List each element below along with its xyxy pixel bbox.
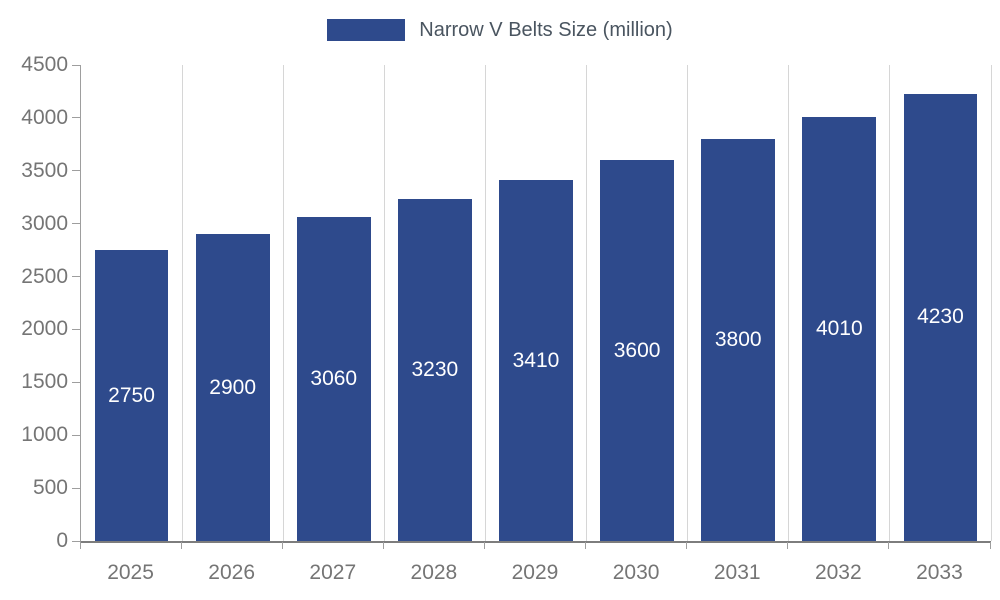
x-axis-label-2030: 2030 — [612, 561, 660, 584]
bar-2029[interactable]: 3410 — [499, 180, 573, 541]
y-axis-tick — [72, 117, 80, 119]
y-axis-tick — [72, 487, 80, 489]
x-axis-label-2028: 2028 — [410, 561, 458, 584]
x-axis-tick — [585, 542, 587, 549]
x-axis-tick — [483, 542, 485, 549]
gridline — [889, 65, 891, 541]
gridline — [586, 65, 588, 541]
x-axis-tick — [787, 542, 789, 549]
bar-value-label: 3800 — [714, 328, 762, 352]
y-axis-tick — [72, 64, 80, 66]
y-axis-tick-label: 3000 — [21, 211, 68, 235]
y-axis-tick — [72, 381, 80, 383]
bar-value-label: 4230 — [917, 305, 964, 329]
y-axis-tick — [72, 328, 80, 330]
gridline — [181, 65, 183, 541]
gridline — [484, 65, 486, 541]
bar-value-label: 2750 — [108, 383, 155, 407]
x-axis-tick — [79, 542, 81, 549]
x-axis-label-2025: 2025 — [107, 561, 154, 584]
y-axis-tick-label: 1000 — [21, 423, 68, 447]
bar-value-label: 3410 — [512, 348, 560, 372]
y-axis-tick-label: 500 — [32, 476, 68, 500]
y-axis-tick-label: 2500 — [21, 264, 68, 288]
y-axis-tick-label: 4000 — [21, 105, 68, 129]
plot-area: 2750 2900 3060 3230 3410 3600 3800 4010 4230 — [80, 65, 992, 543]
x-axis-tick — [888, 542, 890, 549]
y-axis-tick — [72, 170, 80, 172]
bar-value-label: 3060 — [310, 367, 358, 391]
x-axis-tick — [989, 542, 991, 549]
legend-label: Narrow V Belts Size (million) — [419, 18, 673, 41]
bar-2030[interactable]: 3600 — [600, 160, 674, 541]
gridline — [383, 65, 385, 541]
legend[interactable]: Narrow V Belts Size (million) — [0, 14, 1000, 46]
bar-2031[interactable]: 3800 — [701, 139, 776, 541]
x-axis-label-2026: 2026 — [208, 561, 256, 584]
gridline — [788, 65, 790, 541]
x-axis-tick — [180, 542, 182, 549]
x-axis-label-2033: 2033 — [916, 561, 963, 584]
y-axis-tick — [72, 434, 80, 436]
x-axis-label-2029: 2029 — [511, 561, 559, 584]
bar-2033[interactable]: 4230 — [903, 93, 978, 541]
bar-2028[interactable]: 3230 — [397, 199, 472, 541]
bar-value-label: 3600 — [613, 338, 661, 362]
bar-value-label: 4010 — [815, 316, 863, 340]
bar-2032[interactable]: 4010 — [802, 116, 877, 541]
x-axis-tick — [686, 542, 688, 549]
gridline — [282, 65, 284, 541]
y-axis-tick-label: 0 — [56, 529, 68, 552]
legend-swatch-icon — [327, 19, 406, 41]
x-axis-tick — [382, 542, 384, 549]
y-axis-tick-label: 1500 — [21, 370, 68, 394]
y-axis-tick-label: 2000 — [21, 317, 68, 341]
x-axis-label-2032: 2032 — [814, 561, 862, 584]
y-axis-tick — [72, 276, 80, 278]
gridline — [990, 65, 992, 541]
gridline — [687, 65, 689, 541]
bar-2025[interactable]: 2750 — [94, 250, 169, 541]
x-axis-label-2031: 2031 — [713, 561, 761, 584]
y-axis-tick — [72, 223, 80, 225]
y-axis-tick-label: 4500 — [21, 53, 68, 76]
y-axis-tick — [72, 540, 80, 542]
bar-value-label: 2900 — [209, 375, 256, 399]
y-axis-tick-label: 3500 — [21, 158, 68, 182]
x-axis-label-2027: 2027 — [309, 561, 357, 584]
bar-2027[interactable]: 3060 — [296, 217, 371, 541]
x-axis-tick — [281, 542, 283, 549]
bar-value-label: 3230 — [411, 358, 459, 382]
bar-2026[interactable]: 2900 — [195, 234, 270, 541]
